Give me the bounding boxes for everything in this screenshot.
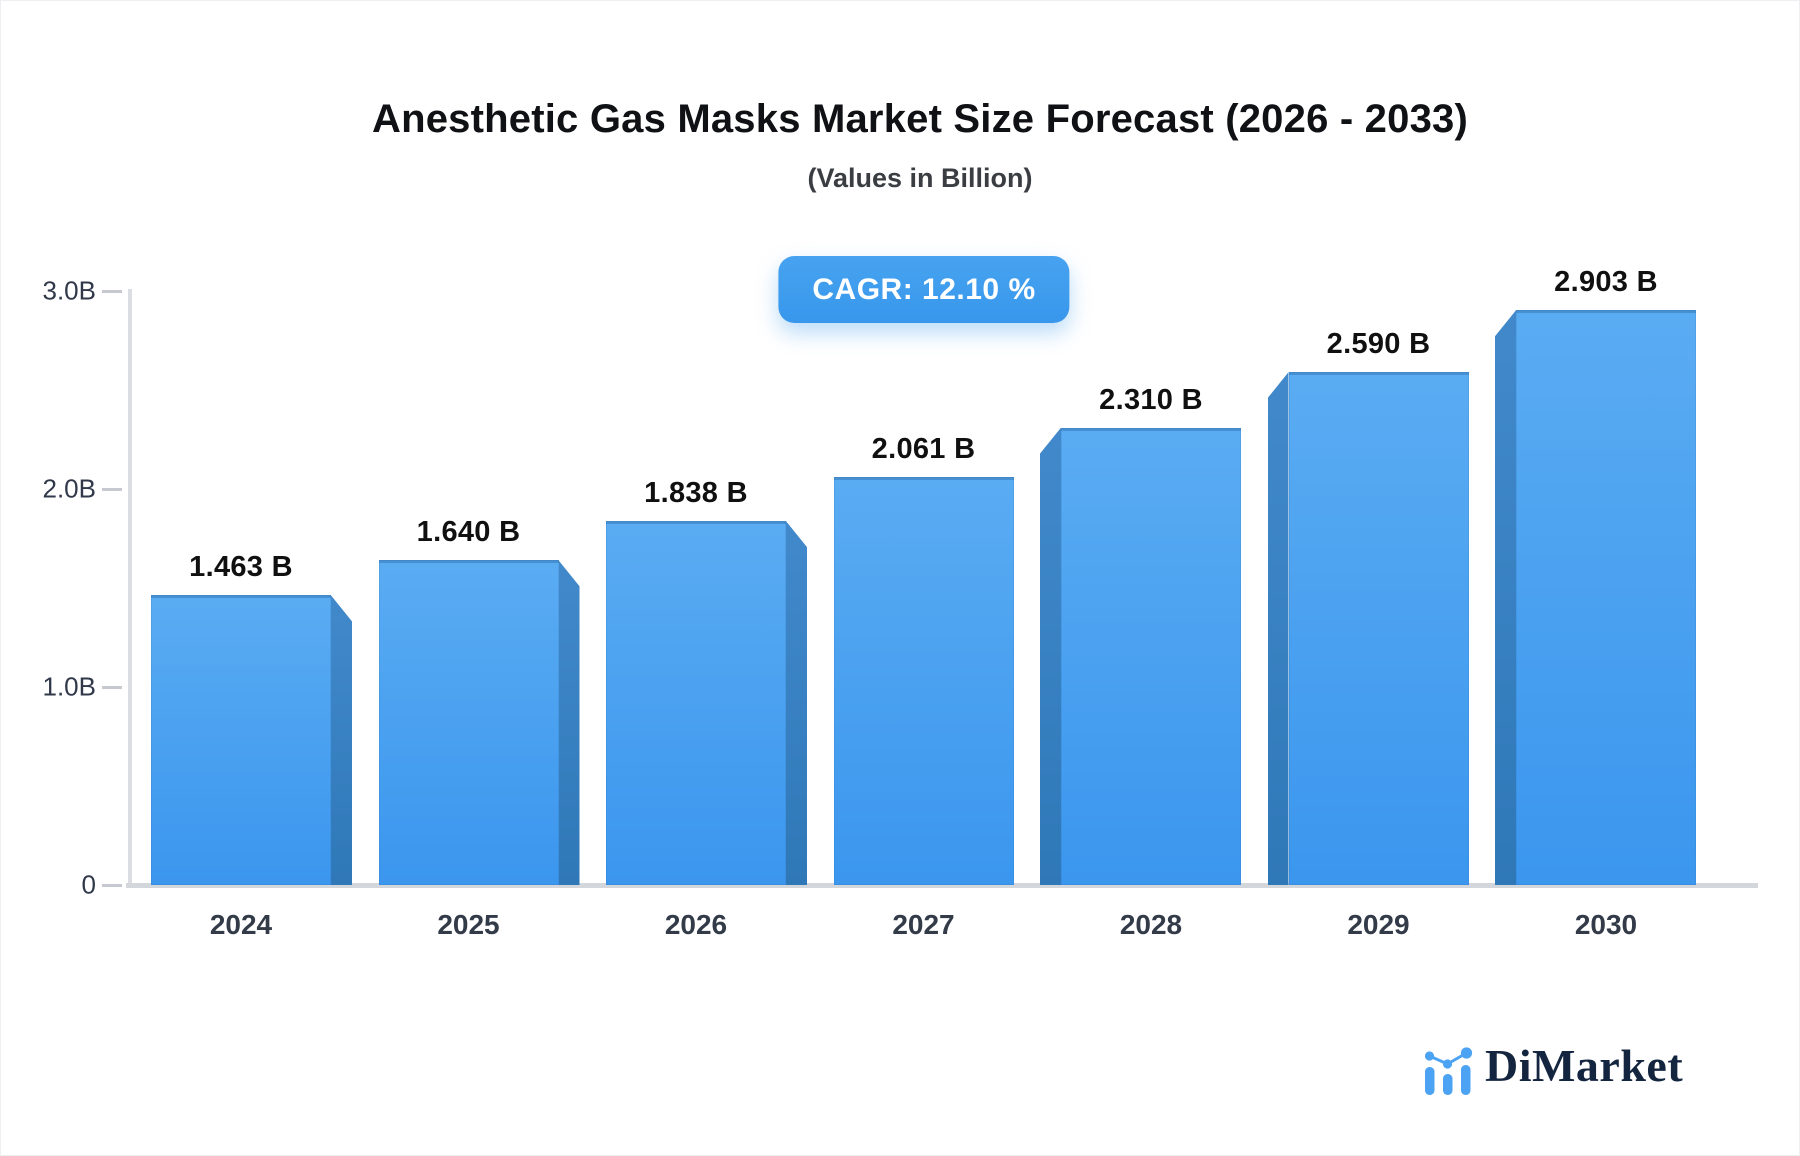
bar-value-label: 2.310 B bbox=[1099, 383, 1203, 416]
x-axis-baseline bbox=[126, 883, 1758, 888]
bar-2027 bbox=[833, 476, 1014, 885]
brand-name: DiMarket bbox=[1485, 1040, 1684, 1091]
bar-value-label: 1.838 B bbox=[644, 477, 748, 510]
x-axis-label-2024: 2024 bbox=[209, 909, 273, 940]
bar-value-label: 1.463 B bbox=[189, 551, 293, 584]
bar-3d-side bbox=[558, 560, 580, 885]
y-axis-tick bbox=[102, 686, 122, 689]
y-axis-tick bbox=[102, 488, 122, 491]
y-axis-tick bbox=[102, 884, 122, 887]
bar-3d-side bbox=[786, 521, 807, 885]
bar-2025 bbox=[378, 560, 559, 885]
bar-value-label: 2.590 B bbox=[1326, 328, 1431, 361]
chart-subtitle: (Values in Billion) bbox=[807, 163, 1033, 193]
bar-3d-side bbox=[1040, 427, 1061, 885]
x-axis-label-2028: 2028 bbox=[1119, 909, 1183, 940]
bar-value-label: 2.061 B bbox=[871, 432, 976, 465]
y-axis-tick bbox=[102, 290, 122, 293]
y-axis-tick-label: 1.0B bbox=[42, 671, 97, 702]
x-axis-label-2026: 2026 bbox=[664, 909, 728, 940]
cagr-badge: CAGR: 12.10 % bbox=[778, 256, 1070, 323]
y-axis-tick-label: 2.0B bbox=[42, 473, 97, 504]
x-axis-label-2029: 2029 bbox=[1347, 909, 1410, 940]
y-axis-tick-label: 0 bbox=[81, 869, 96, 900]
bar-2028 bbox=[1061, 427, 1241, 885]
bar-2024 bbox=[151, 595, 331, 885]
chart-title: Anesthetic Gas Masks Market Size Forecas… bbox=[372, 97, 1468, 141]
dimarket-logo: DiMarket bbox=[1423, 1043, 1683, 1095]
x-axis-label-2027: 2027 bbox=[892, 909, 955, 940]
bar-2030 bbox=[1516, 310, 1696, 885]
bar-2029 bbox=[1288, 372, 1469, 885]
x-axis-label-2030: 2030 bbox=[1574, 909, 1638, 940]
y-axis-tick-label: 3.0B bbox=[42, 275, 97, 306]
bar-3d-side bbox=[331, 595, 352, 885]
bar-3d-side bbox=[1495, 310, 1516, 885]
bar-2026 bbox=[606, 521, 786, 885]
x-axis-label-2025: 2025 bbox=[437, 909, 500, 940]
bar-3d-side bbox=[1267, 372, 1289, 885]
bar-value-label: 1.640 B bbox=[416, 516, 521, 549]
dimarket-logo-icon bbox=[1424, 1047, 1473, 1095]
bar-value-label: 2.903 B bbox=[1554, 266, 1658, 299]
y-axis-line bbox=[128, 289, 132, 887]
